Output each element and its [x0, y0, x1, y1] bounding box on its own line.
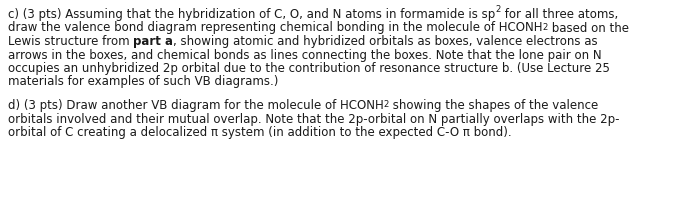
Text: showing the shapes of the valence: showing the shapes of the valence	[389, 99, 598, 112]
Text: 2: 2	[384, 100, 389, 109]
Text: d) (3 pts) Draw another VB diagram for the molecule of HCONH: d) (3 pts) Draw another VB diagram for t…	[8, 99, 384, 112]
Text: draw the valence bond diagram representing chemical bonding in the molecule of H: draw the valence bond diagram representi…	[8, 21, 542, 34]
Text: Lewis structure from: Lewis structure from	[8, 35, 134, 48]
Text: arrows in the boxes, and chemical bonds as lines connecting the boxes. Note that: arrows in the boxes, and chemical bonds …	[8, 49, 601, 61]
Text: , showing atomic and hybridized orbitals as boxes, valence electrons as: , showing atomic and hybridized orbitals…	[174, 35, 598, 48]
Text: for all three atoms,: for all three atoms,	[500, 8, 618, 21]
Text: part a: part a	[134, 35, 174, 48]
Text: materials for examples of such VB diagrams.): materials for examples of such VB diagra…	[8, 75, 279, 89]
Text: orbital of C creating a delocalized π system (in addition to the expected C-O π : orbital of C creating a delocalized π sy…	[8, 126, 512, 139]
Text: 2: 2	[496, 5, 500, 14]
Text: based on the: based on the	[548, 21, 629, 34]
Text: c) (3 pts) Assuming that the hybridization of C, O, and N atoms in formamide is : c) (3 pts) Assuming that the hybridizati…	[8, 8, 496, 21]
Text: 2: 2	[542, 23, 548, 32]
Text: occupies an unhybridized 2p orbital due to the contribution of resonance structu: occupies an unhybridized 2p orbital due …	[8, 62, 610, 75]
Text: orbitals involved and their mutual overlap. Note that the 2p-orbital on N partia: orbitals involved and their mutual overl…	[8, 112, 620, 125]
